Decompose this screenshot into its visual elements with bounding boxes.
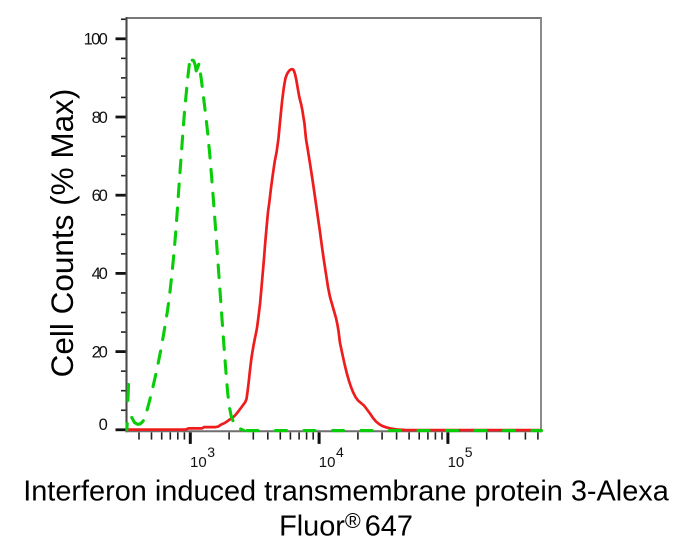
svg-text:5: 5 bbox=[465, 444, 473, 460]
svg-text:Interferon induced transmembra: Interferon induced transmembrane protein… bbox=[23, 476, 670, 508]
svg-text:40: 40 bbox=[92, 265, 108, 283]
svg-text:10: 10 bbox=[190, 454, 207, 471]
svg-text:4: 4 bbox=[336, 444, 344, 460]
svg-text:Cell Counts (% Max): Cell Counts (% Max) bbox=[44, 89, 80, 378]
svg-text:3: 3 bbox=[207, 444, 215, 460]
svg-text:100: 100 bbox=[84, 31, 108, 49]
svg-text:80: 80 bbox=[92, 109, 108, 127]
svg-text:60: 60 bbox=[92, 187, 108, 205]
svg-text:0: 0 bbox=[99, 416, 108, 434]
svg-text:20: 20 bbox=[92, 343, 108, 361]
svg-text:10: 10 bbox=[319, 454, 336, 471]
svg-text:10: 10 bbox=[448, 454, 465, 471]
